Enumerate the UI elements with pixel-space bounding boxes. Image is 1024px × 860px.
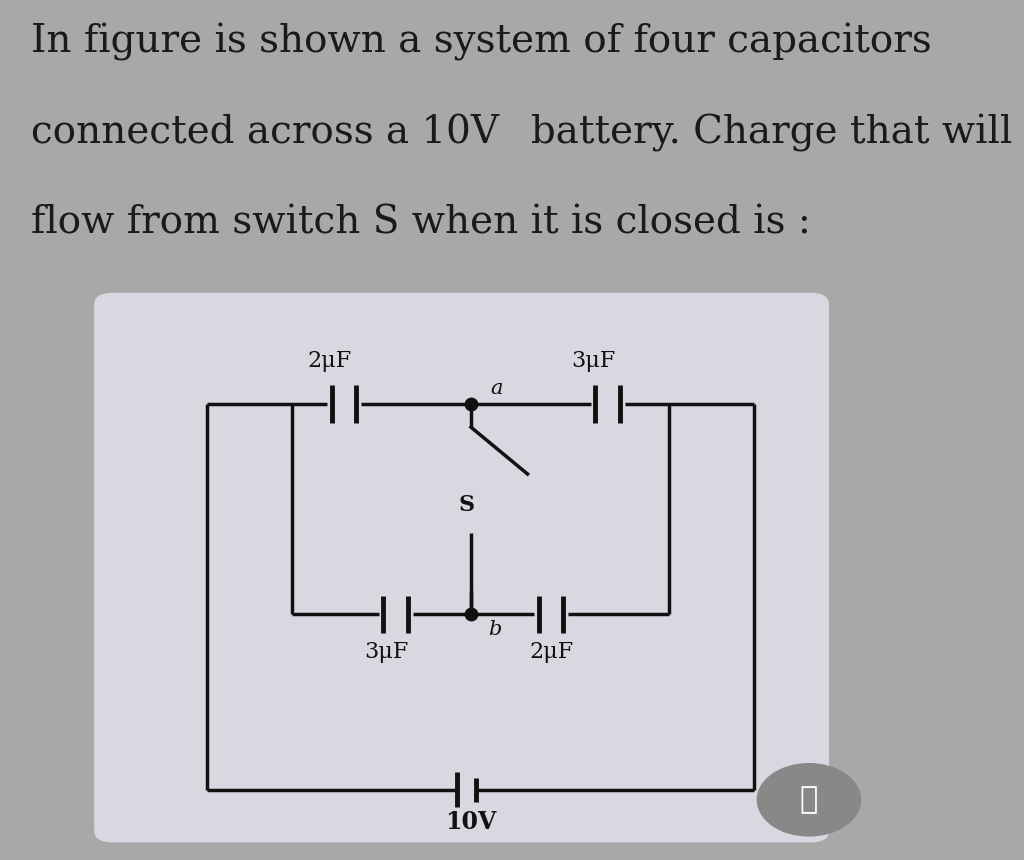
Text: 3μF: 3μF (571, 350, 615, 372)
Text: S: S (459, 494, 474, 517)
Text: connected across a 10V  battery. Charge that will: connected across a 10V battery. Charge t… (31, 114, 1012, 151)
FancyBboxPatch shape (94, 292, 829, 843)
Text: 2μF: 2μF (529, 641, 573, 663)
Text: In figure is shown a system of four capacitors: In figure is shown a system of four capa… (31, 22, 932, 61)
Text: flow from switch S when it is closed is :: flow from switch S when it is closed is … (31, 205, 811, 242)
Text: 10V: 10V (445, 810, 497, 834)
Text: 3μF: 3μF (365, 641, 409, 663)
Circle shape (758, 764, 860, 836)
Text: b: b (488, 620, 502, 639)
Text: 2μF: 2μF (307, 350, 352, 372)
Text: a: a (489, 379, 503, 398)
Text: ⤢: ⤢ (800, 785, 818, 814)
